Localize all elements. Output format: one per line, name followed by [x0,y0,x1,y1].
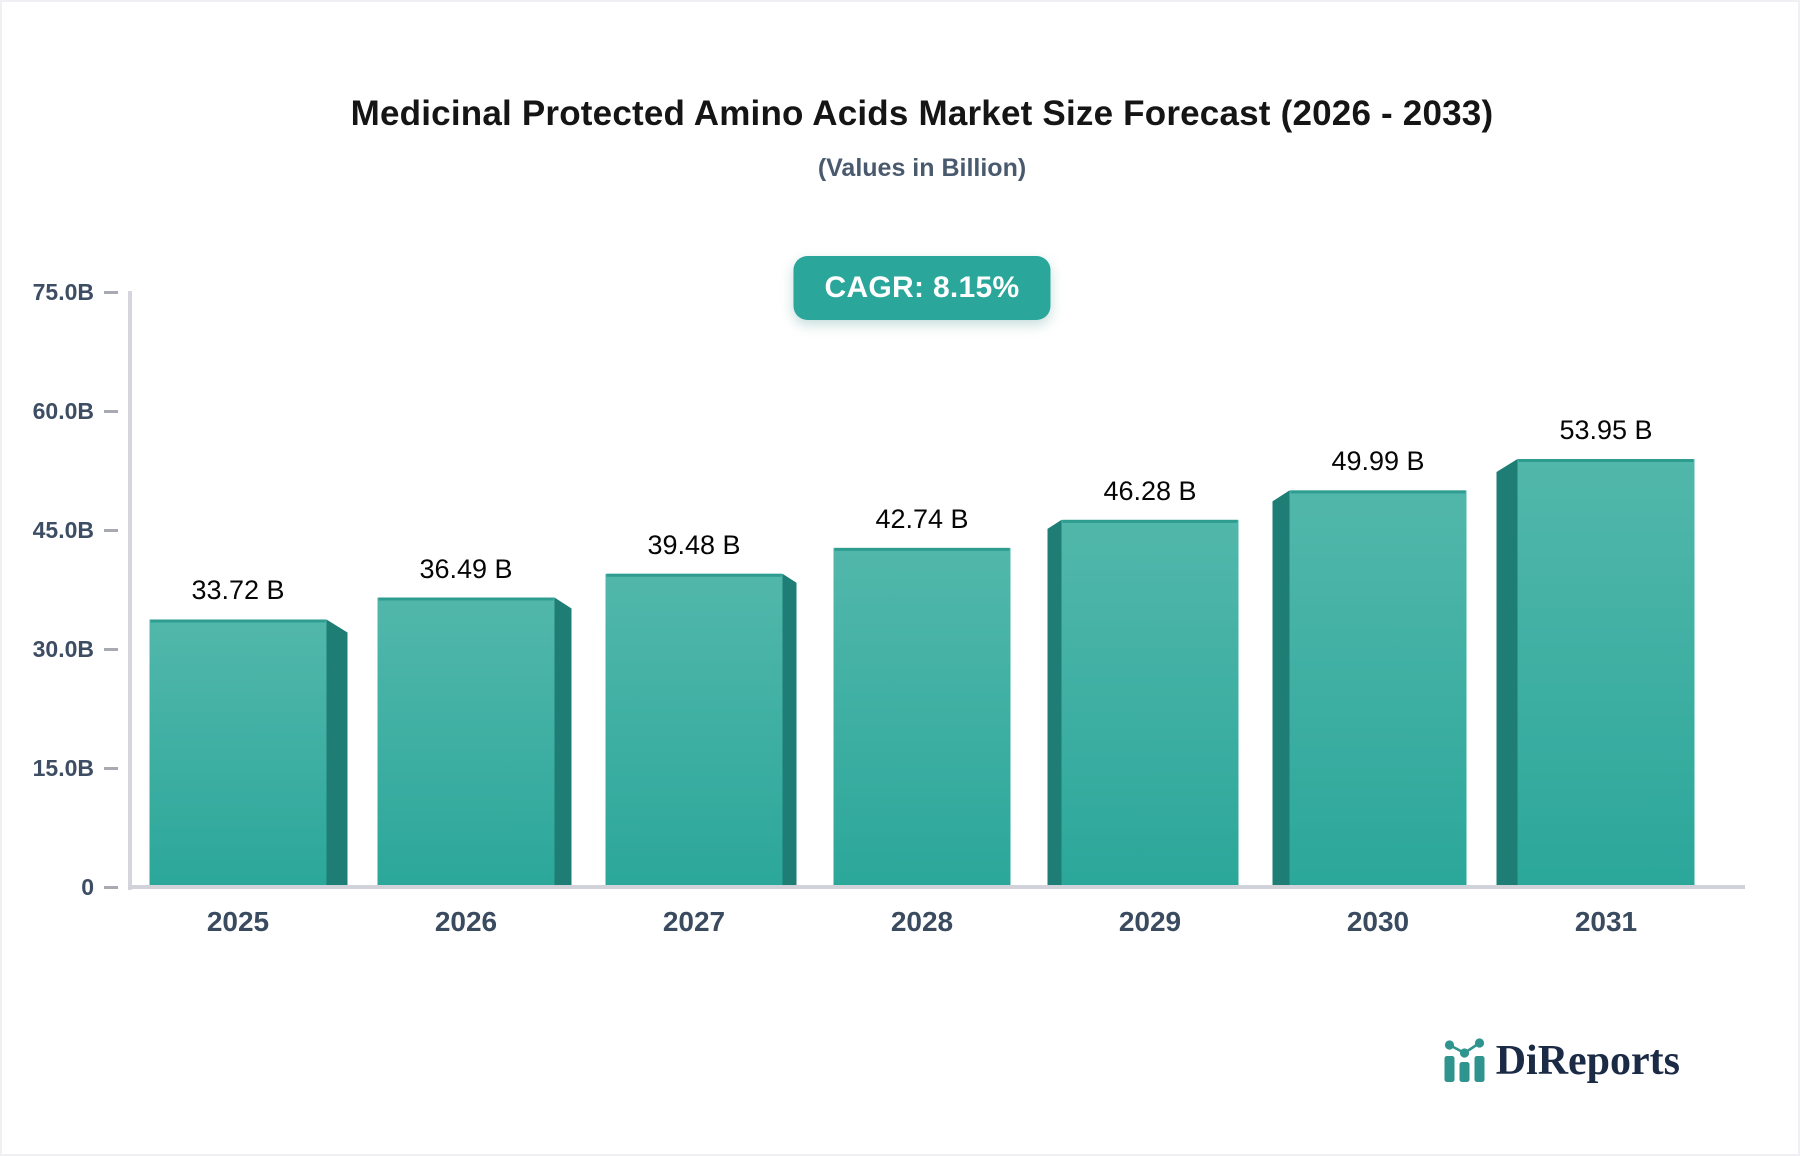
x-axis-label: 2029 [1118,906,1182,937]
chart-title: Medicinal Protected Amino Acids Market S… [350,94,1494,133]
x-axis-label: 2025 [206,906,270,937]
bar-side-face [326,619,348,887]
bar-2028 [833,547,1011,887]
y-axis-tick-label: 45.0B [32,517,94,543]
bar-2027 [605,573,783,887]
bar-value-label: 49.99 B [1331,446,1425,477]
bar-2025 [149,619,327,887]
bar-value-label: 42.74 B [875,503,969,534]
bar-value-label: 33.72 B [191,575,285,606]
x-axis-label: 2027 [662,906,726,937]
bar-value-label: 39.48 B [647,529,741,560]
x-axis-label: 2030 [1346,906,1410,937]
y-axis-tick-mark [104,528,118,532]
bar-side-face [782,573,797,887]
bar-chart-trend-icon [1444,1038,1485,1082]
x-axis-label: 2026 [434,906,498,937]
bar-2029 [1061,519,1239,887]
y-axis-line [128,291,132,890]
y-axis-tick-label: 75.0B [32,279,94,305]
bar-side-face [1496,458,1518,887]
brand-name: DiReports [1495,1038,1680,1085]
y-axis-tick-mark [104,766,118,770]
chart-subtitle: (Values in Billion) [817,154,1027,182]
y-axis-tick-mark [104,409,118,413]
bar-2031 [1517,458,1695,887]
y-axis-tick-label: 15.0B [32,755,94,781]
y-axis-tick-label: 30.0B [32,636,94,662]
bar-side-face [554,597,572,887]
y-axis-tick-mark [104,647,118,651]
bar-2030 [1289,490,1467,887]
y-axis-tick-mark [104,885,118,889]
chart-header: Medicinal Protected Amino Acids Market S… [44,94,1800,183]
bar-value-label: 36.49 B [419,553,513,584]
y-axis-tick-label: 60.0B [32,398,94,424]
cagr-badge: CAGR: 8.15% [793,256,1051,320]
bar-2026 [377,597,555,887]
bar-side-face [1272,490,1290,887]
bar-side-face [1047,519,1062,887]
y-axis-tick-label: 0 [81,874,94,900]
bar-value-label: 53.95 B [1559,414,1653,445]
x-axis-label: 2028 [890,906,954,937]
y-axis-tick-mark [104,290,118,294]
x-axis-line [128,885,1745,889]
brand-logo: DiReports [1442,1036,1680,1082]
bar-value-label: 46.28 B [1103,475,1197,506]
x-axis-label: 2031 [1574,906,1638,937]
